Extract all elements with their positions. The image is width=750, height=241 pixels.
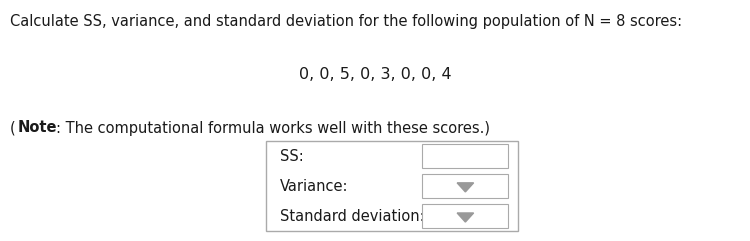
Text: Calculate SS, variance, and standard deviation for the following population of N: Calculate SS, variance, and standard dev… bbox=[10, 14, 682, 29]
Text: Note: Note bbox=[17, 120, 57, 135]
Polygon shape bbox=[457, 213, 474, 222]
Polygon shape bbox=[457, 183, 474, 192]
Text: Standard deviation:: Standard deviation: bbox=[280, 209, 424, 224]
Text: SS:: SS: bbox=[280, 148, 304, 164]
Text: : The computational formula works well with these scores.): : The computational formula works well w… bbox=[56, 120, 491, 135]
Text: 0, 0, 5, 0, 3, 0, 0, 4: 0, 0, 5, 0, 3, 0, 0, 4 bbox=[298, 67, 452, 82]
Text: Variance:: Variance: bbox=[280, 179, 348, 194]
Text: (: ( bbox=[10, 120, 16, 135]
